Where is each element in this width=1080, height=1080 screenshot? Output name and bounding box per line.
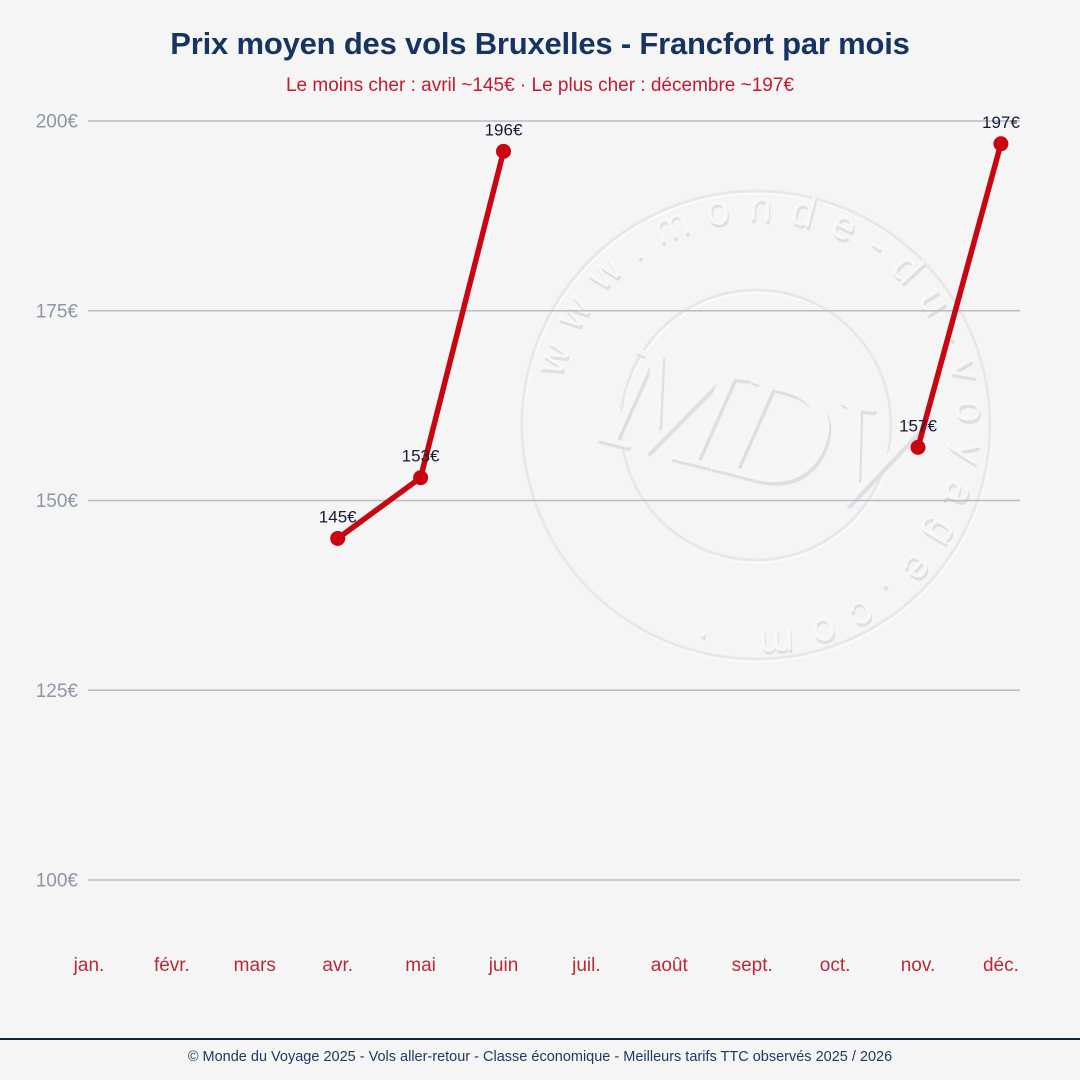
x-axis-label: juin (488, 955, 519, 976)
x-axis-label: sept. (732, 955, 773, 976)
chart-subtitle: Le moins cher : avril ~145€ · Le plus ch… (285, 75, 794, 96)
chart-plot-area: 200€ 175€ 150€ 125€ 100€ jan. févr. mars avr. mai… (36, 112, 1021, 977)
watermark-outer-ring-highlight (522, 192, 993, 663)
data-point-label: 145€ (319, 507, 357, 526)
data-point (993, 136, 1009, 152)
data-point-label: 197€ (982, 113, 1020, 132)
x-axis-label: mai (405, 955, 436, 976)
watermark-inner-ring (619, 288, 893, 562)
x-axis-label: déc. (983, 955, 1019, 976)
y-axis-label: 150€ (36, 491, 79, 512)
y-axis-label: 125€ (36, 681, 79, 702)
watermark-outer-ring (520, 189, 992, 661)
data-point-label: 157€ (899, 416, 937, 435)
data-point (413, 470, 429, 486)
data-point-label: 153€ (402, 447, 440, 466)
footer-text: © Monde du Voyage 2025 - Vols aller-reto… (187, 1049, 893, 1065)
y-axis-label: 200€ (36, 112, 79, 133)
x-axis-label: juil. (571, 955, 601, 976)
price-line (915, 141, 1004, 451)
data-point (496, 143, 511, 159)
y-axis-label: 175€ (36, 301, 79, 322)
watermark-inner-ring-highlight (621, 291, 894, 564)
x-axis-label: oct. (820, 955, 851, 976)
watermark: www.monde-du-voyage.com · www.monde-du-v… (465, 131, 1048, 721)
x-axis-label: mars (234, 955, 276, 976)
footer-divider (0, 1038, 1080, 1040)
x-axis-label: nov. (901, 955, 936, 976)
x-axis-label: août (651, 955, 689, 976)
data-point-label: 196€ (485, 120, 523, 139)
x-axis-label: févr. (154, 955, 190, 976)
x-axis-label: avr. (322, 955, 353, 976)
x-axis-label: jan. (73, 955, 105, 976)
y-axis-label: 100€ (36, 871, 79, 892)
chart-title: Prix moyen des vols Bruxelles - Francfor… (170, 26, 910, 61)
data-point (330, 530, 346, 546)
data-point (910, 439, 926, 455)
